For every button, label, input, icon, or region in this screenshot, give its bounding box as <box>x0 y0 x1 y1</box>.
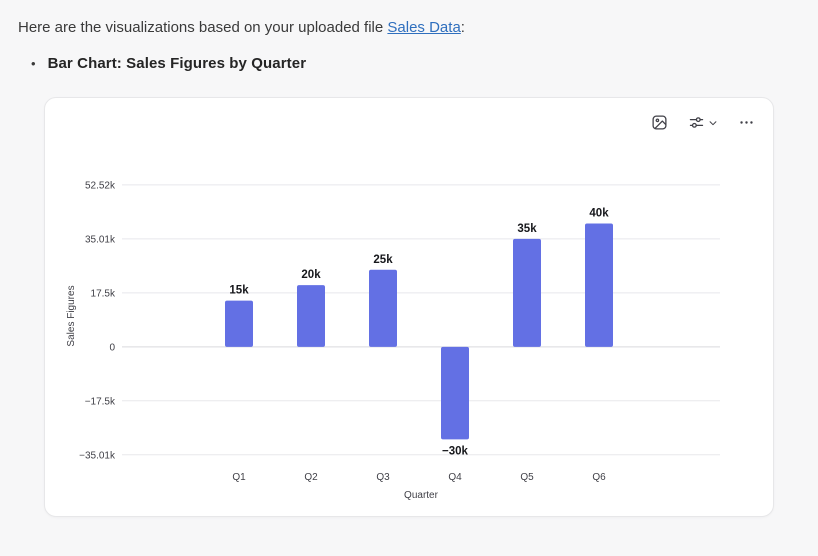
intro-text: Here are the visualizations based on you… <box>18 19 388 36</box>
bullet-dot: • <box>31 56 36 71</box>
bar-Q6[interactable] <box>585 223 613 347</box>
assistant-message: Here are the visualizations based on you… <box>18 19 465 36</box>
chart-card: 52.52k 35.01k 17.5k 0 −17.5k −35.01k 15k Q1 20k Q… <box>44 97 774 517</box>
bar-value-label: −30k <box>442 445 469 457</box>
bar-value-label: 40k <box>589 208 609 220</box>
x-axis-title: Quarter <box>404 490 439 501</box>
x-tick-label: Q3 <box>376 472 390 483</box>
bar-value-label: 35k <box>517 223 537 235</box>
y-tick-label: 52.52k <box>85 180 116 191</box>
bar-Q3[interactable] <box>369 269 397 347</box>
y-tick-label: −17.5k <box>85 396 116 407</box>
x-tick-label: Q2 <box>304 472 318 483</box>
x-tick-label: Q4 <box>448 472 462 483</box>
chart-list-label: Bar Chart: Sales Figures by Quarter <box>47 55 307 72</box>
bar-value-label: 15k <box>229 285 249 297</box>
y-tick-label: 35.01k <box>85 234 116 245</box>
x-tick-label: Q5 <box>520 472 534 483</box>
bar-value-label: 25k <box>373 254 393 266</box>
bar-Q4[interactable] <box>441 346 469 440</box>
sliders-icon <box>688 114 705 131</box>
ellipsis-icon <box>738 114 755 131</box>
image-icon <box>651 114 668 131</box>
bar-Q2[interactable] <box>297 285 325 347</box>
sales-data-link[interactable]: Sales Data <box>387 19 461 36</box>
chart-options-button[interactable] <box>686 112 720 133</box>
chevron-down-icon <box>708 118 718 128</box>
y-tick-label: 0 <box>109 342 115 353</box>
chart-toolbar <box>649 112 757 133</box>
x-tick-label: Q1 <box>232 472 246 483</box>
intro-colon: : <box>460 19 465 36</box>
bar-Q5[interactable] <box>513 238 541 347</box>
download-image-button[interactable] <box>649 112 670 133</box>
bullet-list-item: • Bar Chart: Sales Figures by Quarter <box>31 55 306 72</box>
x-tick-label: Q6 <box>592 472 606 483</box>
bar-chart: 52.52k 35.01k 17.5k 0 −17.5k −35.01k 15k Q1 20k Q… <box>66 180 720 501</box>
more-options-button[interactable] <box>736 112 757 133</box>
bar-Q1[interactable] <box>225 300 253 347</box>
y-tick-label: 17.5k <box>91 288 116 299</box>
y-axis-title: Sales Figures <box>66 285 77 346</box>
bar-value-label: 20k <box>301 269 321 281</box>
y-tick-label: −35.01k <box>79 450 116 461</box>
